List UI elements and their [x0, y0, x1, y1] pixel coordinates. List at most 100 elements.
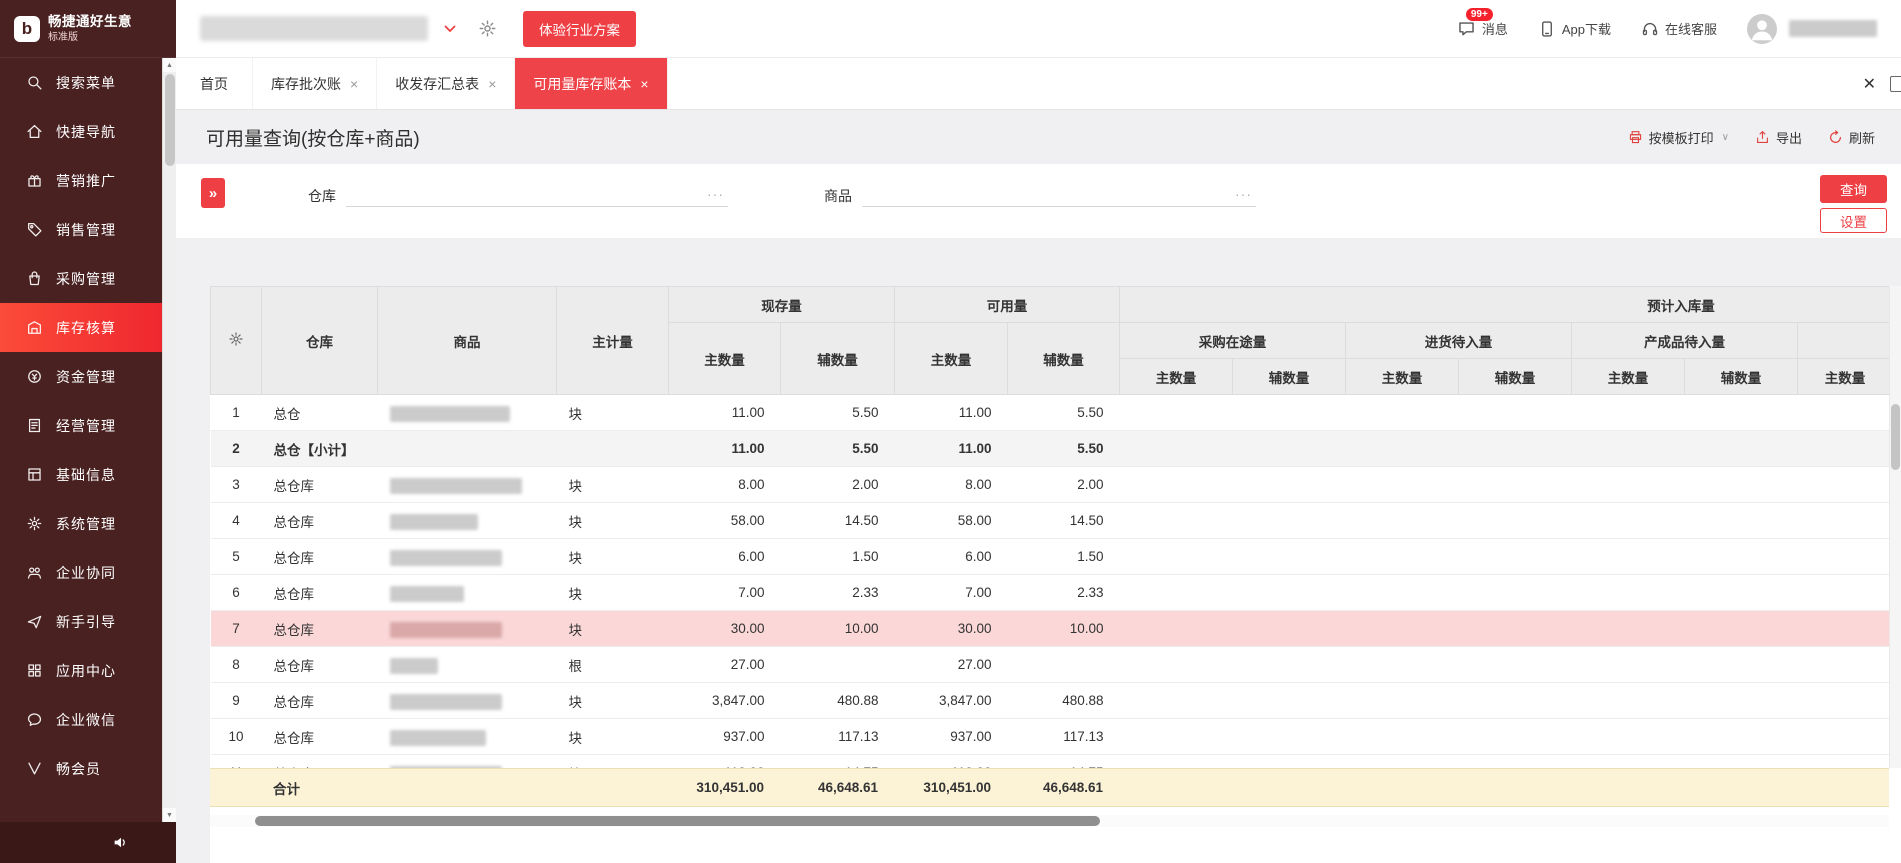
table-row[interactable]: 6 总仓库块 7.00 2.33 7.00 2.33: [210, 574, 1889, 611]
available-main-cell: 7.00: [894, 574, 1008, 611]
current-main-cell: 30.00: [668, 610, 781, 647]
sidebar-item-basicinfo[interactable]: 基础信息: [0, 450, 162, 499]
user-account[interactable]: [1747, 13, 1777, 44]
export-button[interactable]: 导出: [1755, 128, 1802, 147]
warehouse-cell: 总仓库: [261, 466, 378, 503]
table-row[interactable]: 3 总仓库块 8.00 2.00 8.00 2.00: [210, 466, 1889, 503]
app-download-item[interactable]: App下载: [1538, 19, 1611, 38]
sidebar-item-wechat[interactable]: 企业微信: [0, 695, 162, 744]
purchase-icon: [26, 270, 43, 287]
available-main-cell: 110.00: [894, 754, 1008, 768]
table-row[interactable]: 7 总仓库块 30.00 10.00 30.00 10.00: [210, 610, 1889, 647]
available-aux-cell: 5.50: [1007, 430, 1120, 467]
sidebar-item-appcenter[interactable]: 应用中心: [0, 646, 162, 695]
available-main-cell: 11.00: [894, 394, 1008, 431]
org-selector[interactable]: [200, 16, 456, 41]
warehouse-filter-input[interactable]: ···: [346, 176, 728, 207]
sidebar-scrollbar[interactable]: ▲ ▼: [162, 58, 176, 822]
expand-filter-button[interactable]: »: [201, 178, 225, 208]
sidebar-item-funds[interactable]: 资金管理: [0, 352, 162, 401]
chevron-down-icon[interactable]: [444, 25, 456, 33]
sidebar-item-system[interactable]: 系统管理: [0, 499, 162, 548]
sidebar-item-purchase[interactable]: 采购管理: [0, 254, 162, 303]
sidebar-item-business[interactable]: 经营管理: [0, 401, 162, 450]
sidebar-item-gift[interactable]: 营销推广: [0, 156, 162, 205]
guide-icon: [26, 613, 43, 630]
settings-button[interactable]: 设置: [1820, 208, 1887, 233]
table-row[interactable]: 10 总仓库块 937.00 117.13 937.00 117.13: [210, 718, 1889, 755]
row-number: 10: [210, 718, 262, 755]
warehouse-cell: 总仓库: [261, 754, 378, 768]
available-aux-cell: [1007, 646, 1120, 683]
panel-toggle-icon[interactable]: [1890, 75, 1901, 92]
row-number: 7: [210, 610, 262, 647]
col-header-main-qty: 主数量: [1796, 358, 1889, 395]
gear-icon[interactable]: [478, 19, 497, 38]
scroll-up-icon[interactable]: ▲: [163, 58, 176, 72]
product-name-redacted: [389, 765, 502, 768]
close-tab-icon[interactable]: ×: [640, 75, 649, 92]
query-button[interactable]: 查询: [1820, 175, 1887, 203]
funds-icon: [26, 368, 43, 385]
current-aux-cell: 480.88: [780, 682, 895, 719]
table-row[interactable]: 9 总仓库块 3,847.00 480.88 3,847.00 480.88: [210, 682, 1889, 719]
table-row[interactable]: 4 总仓库块 58.00 14.50 58.00 14.50: [210, 502, 1889, 539]
sidebar-item-collab[interactable]: 企业协同: [0, 548, 162, 597]
current-main-cell: 6.00: [668, 538, 781, 575]
vertical-scrollbar[interactable]: [1889, 286, 1901, 768]
product-cell: [377, 574, 557, 611]
sidebar-item-guide[interactable]: 新手引导: [0, 597, 162, 646]
column-settings-icon[interactable]: [210, 286, 262, 395]
sidebar-item-home[interactable]: 快捷导航: [0, 107, 162, 156]
print-by-template-button[interactable]: 按模板打印 ∨: [1628, 128, 1729, 147]
total-row-wrap: 合计 310,451.00 46,648.61 310,451.00 46,64…: [210, 768, 1889, 807]
unit-cell: 块: [556, 466, 669, 503]
product-cell: [377, 430, 557, 467]
col-header-warehouse: 仓库: [261, 286, 378, 395]
tab-可用量库存账本[interactable]: 可用量库存账本 ×: [515, 58, 668, 109]
sidebar-item-sell[interactable]: 销售管理: [0, 205, 162, 254]
tab-首页[interactable]: 首页: [176, 58, 253, 109]
vertical-scrollbar-thumb[interactable]: [1891, 404, 1900, 470]
tabs: 首页 库存批次账 × 收发存汇总表 × 可用量库存账本 ×: [176, 58, 668, 109]
tab-库存批次账[interactable]: 库存批次账 ×: [253, 58, 378, 109]
sidebar-item-member[interactable]: 畅会员: [0, 744, 162, 793]
warehouse-cell: 总仓库: [261, 682, 378, 719]
more-icon[interactable]: ···: [1235, 186, 1252, 202]
messages-item[interactable]: 99+ 消息: [1457, 7, 1508, 38]
table-row[interactable]: 8 总仓库根 27.00 27.00: [210, 646, 1889, 683]
main-area: 体验行业方案 99+ 消息 App下载: [176, 0, 1901, 863]
tab-收发存汇总表[interactable]: 收发存汇总表 ×: [377, 58, 516, 109]
sidebar-item-label: 库存核算: [56, 319, 116, 336]
close-tab-icon[interactable]: ×: [350, 75, 359, 92]
table-row[interactable]: 2 总仓【小计】 11.00 5.50 11.00 5.50: [210, 430, 1889, 467]
sidebar-item-search[interactable]: 搜索菜单: [0, 58, 162, 107]
wechat-icon: [26, 711, 43, 728]
horizontal-scrollbar[interactable]: [210, 815, 1889, 827]
online-support-item[interactable]: 在线客服: [1641, 19, 1717, 38]
table-row[interactable]: 5 总仓库块 6.00 1.50 6.00 1.50: [210, 538, 1889, 575]
horizontal-scrollbar-thumb[interactable]: [255, 816, 1100, 826]
speaker-icon[interactable]: [112, 834, 129, 851]
current-aux-cell: 14.75: [780, 754, 895, 768]
table-row[interactable]: 1 总仓块 11.00 5.50 11.00 5.50: [210, 394, 1889, 431]
trial-solution-button[interactable]: 体验行业方案: [523, 10, 636, 47]
system-icon: [26, 515, 43, 532]
unit-cell: 块: [556, 502, 669, 539]
available-aux-cell: 117.13: [1007, 718, 1120, 755]
sidebar-item-label: 系统管理: [56, 515, 116, 532]
sidebar-item-inventory[interactable]: 库存核算: [0, 303, 176, 352]
available-aux-cell: 14.50: [1007, 502, 1120, 539]
more-icon[interactable]: ···: [707, 186, 724, 202]
current-main-cell: 11.00: [668, 430, 781, 467]
close-all-tabs-icon[interactable]: ✕: [1862, 75, 1876, 93]
scroll-down-icon[interactable]: ▼: [163, 808, 176, 822]
row-number: 1: [210, 394, 262, 431]
close-tab-icon[interactable]: ×: [488, 75, 497, 92]
scrollbar-thumb[interactable]: [165, 74, 175, 166]
product-filter-input[interactable]: ···: [862, 176, 1256, 207]
headset-icon: [1641, 20, 1659, 38]
gift-icon: [26, 172, 43, 189]
refresh-button[interactable]: 刷新: [1828, 128, 1875, 147]
